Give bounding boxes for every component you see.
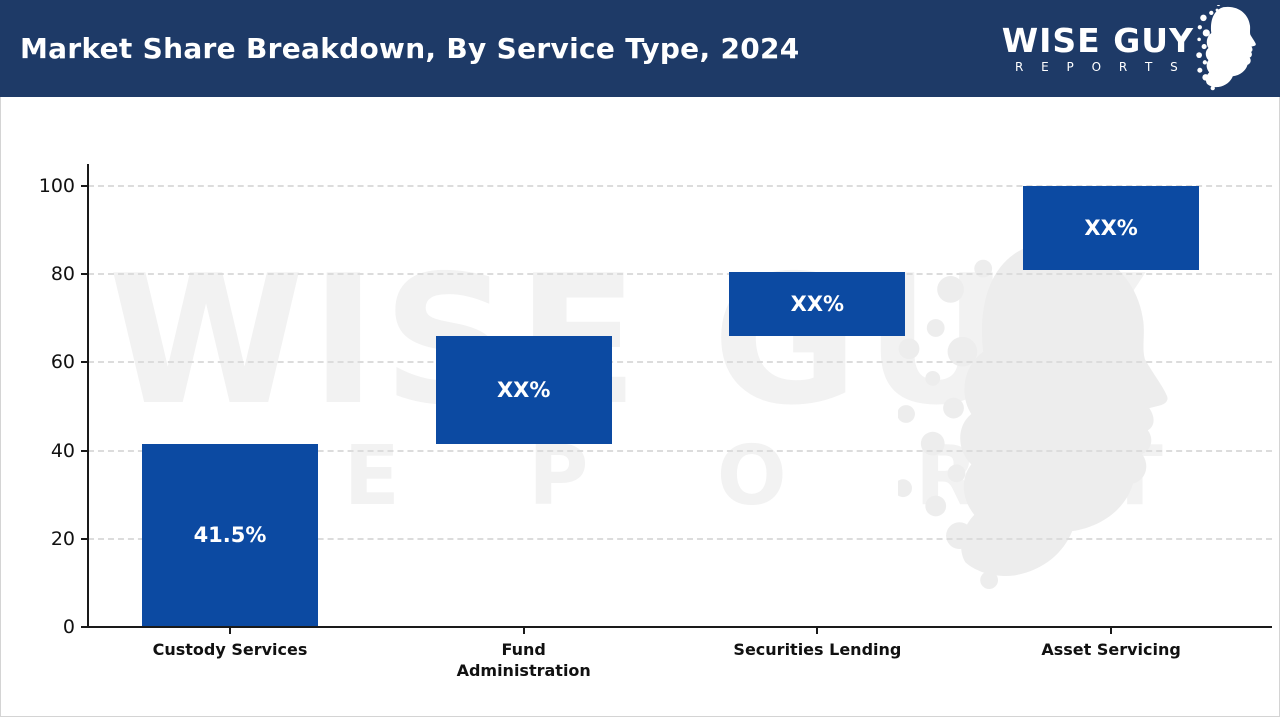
bar-custody-services: 41.5% <box>142 443 318 627</box>
y-axis-line <box>87 164 89 628</box>
bar-value-label: 41.5% <box>193 523 267 548</box>
bar-value-label: XX% <box>1084 215 1138 240</box>
logo-face-icon <box>1196 5 1256 91</box>
y-tick-label: 60 <box>50 351 75 374</box>
y-tick-label: 100 <box>38 175 75 197</box>
y-tick-label: 20 <box>50 527 75 550</box>
y-tick-label: 80 <box>50 263 75 286</box>
x-tick-label: Asset Servicing <box>1041 640 1181 659</box>
x-tick-label: Securities Lending <box>733 640 902 659</box>
bar-asset-servicing: XX% <box>1023 186 1200 270</box>
x-axis-tick <box>229 627 231 634</box>
bar-value-label: XX% <box>496 377 551 402</box>
x-axis-tick <box>816 627 819 634</box>
gridline <box>88 537 1272 540</box>
y-tick-label: 40 <box>50 439 75 462</box>
y-axis-tick <box>81 626 88 628</box>
frame-line-left <box>0 97 1 717</box>
x-axis-tick <box>1110 627 1113 634</box>
wiseguy-logo: WISE GUY R E P O R T S <box>1002 5 1272 91</box>
x-tick-label: Fund Administration <box>456 640 591 680</box>
gridline <box>88 449 1272 452</box>
y-axis-tick <box>81 537 88 540</box>
y-axis-tick <box>81 185 88 187</box>
bar-value-label: XX% <box>790 291 845 316</box>
bar-securities-lending: XX% <box>729 271 906 336</box>
logo-wordmark: WISE GUY R E P O R T S <box>1001 20 1194 74</box>
bar-fund-administration: XX% <box>435 335 612 444</box>
gridline <box>88 185 1272 187</box>
logo-brand-text: WISE GUY <box>1001 20 1194 60</box>
gridline <box>88 273 1272 276</box>
y-axis-tick <box>81 361 88 364</box>
y-tick-label: 0 <box>62 616 75 638</box>
y-axis-tick <box>81 449 88 452</box>
y-axis-tick <box>81 273 88 276</box>
x-axis-line <box>87 626 1272 628</box>
frame-line-bottom <box>0 716 1280 717</box>
logo-sub-text: R E P O R T S <box>1014 59 1185 74</box>
header-bar: Market Share Breakdown, By Service Type,… <box>0 0 1280 97</box>
x-tick-label: Custody Services <box>152 640 308 659</box>
page-title: Market Share Breakdown, By Service Type,… <box>20 32 800 65</box>
x-axis-tick <box>522 627 525 634</box>
gridline <box>88 361 1272 364</box>
